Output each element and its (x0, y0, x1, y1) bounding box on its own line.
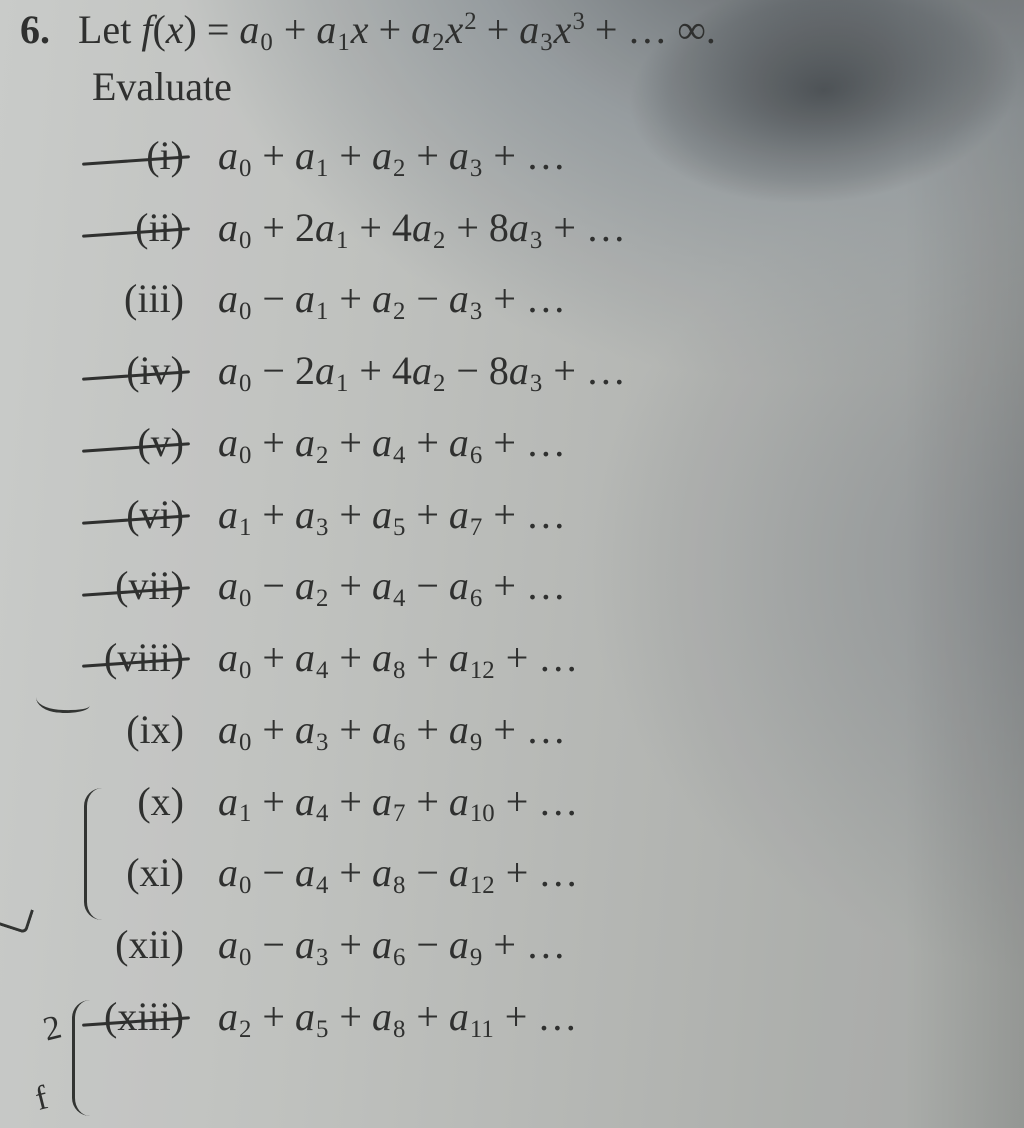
list-item: (i) a0 + a1 + a2 + a3 + … (74, 136, 1016, 182)
list-item: (vi) a1 + a3 + a5 + a7 + … (74, 495, 1016, 541)
evaluate-label: Evaluate (92, 63, 1016, 110)
list-item: (viii) a0 + a4 + a8 + a12 + … (74, 638, 1016, 684)
item-label: (vii) (74, 566, 184, 606)
question-block: 6. Let f(x) = a0 + a1x + a2x2 + a3x3 + …… (10, 6, 1016, 1068)
item-expression: a0 − 2a1 + 4a2 − 8a3 + … (218, 351, 626, 397)
list-item: (ix) a0 + a3 + a6 + a9 + … (74, 710, 1016, 756)
item-expression: a0 + a3 + a6 + a9 + … (218, 710, 566, 756)
item-label: (xii) (74, 925, 184, 965)
item-expression: a0 − a4 + a8 − a12 + … (218, 853, 578, 899)
item-expression: a0 + a2 + a4 + a6 + … (218, 423, 566, 469)
list-item: (x)a1 + a4 + a7 + a10 + … (74, 782, 1016, 828)
item-expression: a0 + a4 + a8 + a12 + … (218, 638, 578, 684)
stem-expression: Let f(x) = a0 + a1x + a2x2 + a3x3 + … ∞. (78, 6, 716, 57)
list-item: (xii) a0 − a3 + a6 − a9 + … (74, 925, 1016, 971)
item-expression: a0 − a1 + a2 − a3 + … (218, 279, 566, 325)
list-item: (xiii)a2 + a5 + a8 + a11 + … (74, 997, 1016, 1043)
list-item: (ii) a0 + 2a1 + 4a2 + 8a3 + … (74, 208, 1016, 254)
question-stem-row: 6. Let f(x) = a0 + a1x + a2x2 + a3x3 + …… (10, 6, 1016, 57)
list-item: (vii) a0 − a2 + a4 − a6 + … (74, 566, 1016, 612)
item-expression: a1 + a3 + a5 + a7 + … (218, 495, 566, 541)
item-expression: a0 − a2 + a4 − a6 + … (218, 566, 566, 612)
question-number: 6. (10, 6, 50, 53)
item-label: (ii) (74, 208, 184, 248)
item-expression: a0 − a3 + a6 − a9 + … (218, 925, 566, 971)
item-expression: a1 + a4 + a7 + a10 + … (218, 782, 578, 828)
item-expression: a2 + a5 + a8 + a11 + … (218, 997, 577, 1043)
item-expression: a0 + 2a1 + 4a2 + 8a3 + … (218, 208, 626, 254)
item-label: (v) (74, 423, 184, 463)
item-label: (viii) (74, 638, 184, 678)
item-expression: a0 + a1 + a2 + a3 + … (218, 136, 566, 182)
hand-brace-xii-xiii (72, 1000, 97, 1116)
list-item: (iii) a0 − a1 + a2 − a3 + … (74, 279, 1016, 325)
list-item: (iv) a0 − 2a1 + 4a2 − 8a3 + … (74, 351, 1016, 397)
item-label: (ix) (74, 710, 184, 750)
item-label: (vi) (74, 495, 184, 535)
item-label: (iii) (74, 279, 184, 319)
item-label: (i) (74, 136, 184, 176)
list-item: (xi)a0 − a4 + a8 − a12 + … (74, 853, 1016, 899)
list-item: (v) a0 + a2 + a4 + a6 + … (74, 423, 1016, 469)
item-list: (i) a0 + a1 + a2 + a3 + … (ii) a0 + 2a1 + 4… (74, 136, 1016, 1043)
hand-brace-ix-x (84, 788, 109, 920)
item-label: (iv) (74, 351, 184, 391)
